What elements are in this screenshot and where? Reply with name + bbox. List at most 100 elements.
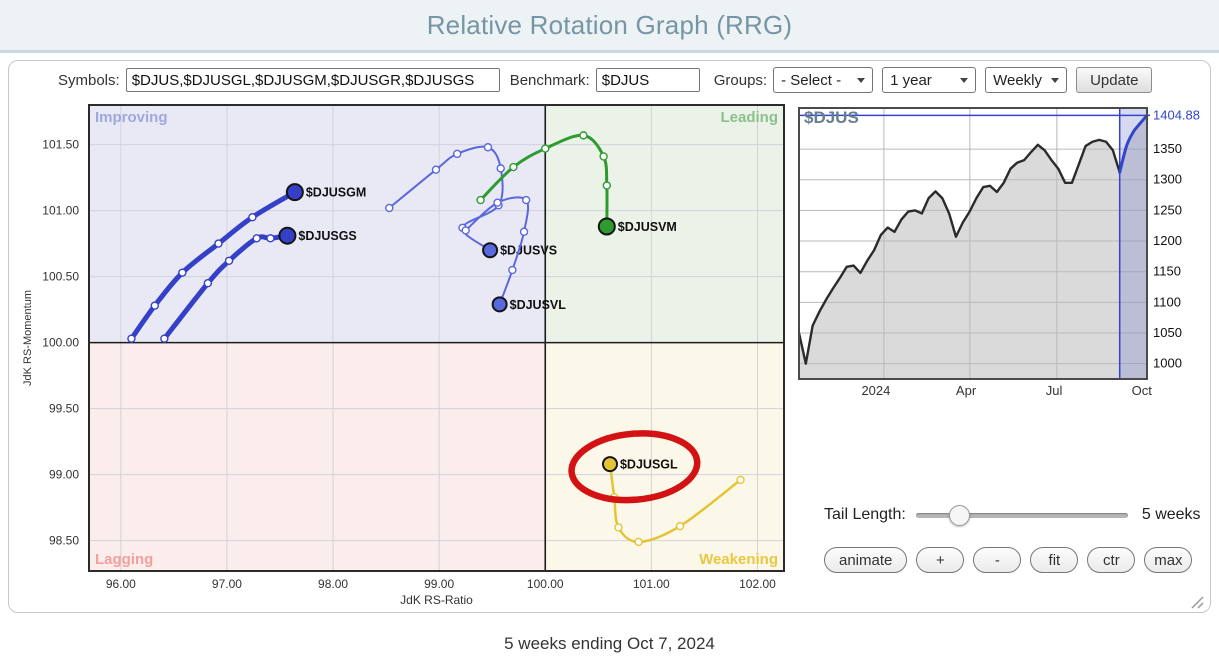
price-y-tick-label: 1250 xyxy=(1153,202,1182,217)
price-x-tick-label: Oct xyxy=(1132,383,1153,398)
price-x-tick-label: 2024 xyxy=(861,383,890,398)
quadrant-lagging xyxy=(89,342,546,571)
price-line xyxy=(797,138,1121,365)
groups-select[interactable]: - Select - xyxy=(773,67,874,93)
rrg-waypoint xyxy=(496,164,505,173)
y-tick-label: 99.00 xyxy=(49,468,79,482)
rrg-waypoint xyxy=(521,195,531,205)
rrg-waypoint xyxy=(150,301,159,310)
header: Relative Rotation Graph (RRG) xyxy=(0,0,1219,53)
price-x-tick-label: Apr xyxy=(956,383,977,398)
price-y-tick-label: 1000 xyxy=(1153,356,1182,371)
rrg-waypoint xyxy=(431,165,441,174)
slider-thumb[interactable] xyxy=(948,505,970,526)
tail-length-value: 5 weeks xyxy=(1141,506,1201,523)
price-y-tick-label: 1150 xyxy=(1153,264,1181,279)
price-y-tick-label: 1350 xyxy=(1153,141,1182,156)
slider-track[interactable] xyxy=(915,513,1128,518)
price-symbol-label: $DJUS xyxy=(804,108,859,127)
quadrant-label-leading: Leading xyxy=(720,109,778,126)
rrg-waypoint xyxy=(160,334,169,343)
chevron-down-icon xyxy=(960,77,969,83)
rrg-endpoint-$DJUSGM[interactable] xyxy=(285,183,304,202)
benchmark-label: Benchmark: xyxy=(509,71,590,89)
groups-label: Groups: xyxy=(713,71,768,89)
last-value-label: 1404.88 xyxy=(1153,107,1200,122)
rrg-endpoint-$DJUSVM[interactable] xyxy=(597,217,616,236)
benchmark-input[interactable] xyxy=(595,68,700,92)
tail-length-label: Tail Length: xyxy=(824,506,906,523)
rrg-waypoint xyxy=(483,143,493,152)
symbols-input[interactable] xyxy=(125,68,500,92)
rrg-endpoint-$DJUSGS[interactable] xyxy=(278,226,297,245)
rrg-waypoint xyxy=(509,162,518,172)
rrg-waypoint xyxy=(634,537,643,547)
price-y-tick-label: 1200 xyxy=(1153,233,1182,248)
animate-button[interactable]: animate xyxy=(824,547,908,573)
rrg-endpoint-$DJUSGL[interactable] xyxy=(601,456,618,473)
rrg-waypoint xyxy=(248,213,257,222)
y-tick-label: 98.50 xyxy=(49,534,79,548)
rrg-symbol-label: $DJUSVS xyxy=(500,244,557,258)
frequency-select-value: Weekly xyxy=(993,71,1042,89)
quadrant-label-improving: Improving xyxy=(95,109,168,126)
rrg-endpoint-$DJUSVL[interactable] xyxy=(491,296,508,313)
resize-handle-icon[interactable] xyxy=(1188,593,1204,609)
quadrant-label-weakening: Weakening xyxy=(699,551,778,568)
groups-select-value: - Select - xyxy=(781,71,842,89)
rrg-chart[interactable]: 96.00 97.00 98.00 99.00 100.00 101.00 102.00 98… xyxy=(13,96,803,612)
rrg-waypoint xyxy=(541,144,550,153)
tail-length-slider[interactable] xyxy=(915,505,1128,526)
rrg-waypoint xyxy=(266,234,275,243)
price-highlight-band xyxy=(1118,107,1148,380)
y-tick-label: 100.00 xyxy=(42,336,79,350)
page-title: Relative Rotation Graph (RRG) xyxy=(426,10,793,40)
rrg-frame xyxy=(88,104,785,572)
rrg-endpoint-$DJUSVS[interactable] xyxy=(482,242,499,259)
y-tick-label: 100.50 xyxy=(42,270,79,284)
rrg-waypoint xyxy=(252,234,261,243)
price-y-tick-label: 1050 xyxy=(1153,325,1182,340)
y-tick-label: 101.50 xyxy=(42,138,79,152)
rrg-waypoint xyxy=(214,239,223,248)
rrg-waypoint xyxy=(127,334,136,343)
zoom-in-button[interactable]: + xyxy=(916,547,965,573)
chevron-down-icon xyxy=(1051,77,1060,83)
rrg-symbol-label: $DJUSGS xyxy=(298,229,356,243)
chevron-down-icon xyxy=(857,77,866,83)
rrg-waypoint xyxy=(675,521,685,531)
period-select[interactable]: 1 year xyxy=(882,67,977,93)
rrg-waypoint xyxy=(508,265,517,275)
rrg-waypoint xyxy=(476,195,485,205)
rrg-waypoint xyxy=(203,279,213,288)
center-button[interactable]: ctr xyxy=(1087,547,1136,573)
rrg-waypoint xyxy=(493,198,502,207)
price-line-highlight xyxy=(1118,113,1149,174)
rrg-waypoint xyxy=(178,268,187,277)
rrg-symbol-label: $DJUSGM xyxy=(306,186,366,200)
update-button[interactable]: Update xyxy=(1076,67,1153,93)
zoom-out-button[interactable]: - xyxy=(973,547,1022,573)
period-select-value: 1 year xyxy=(890,71,932,89)
rrg-waypoint xyxy=(385,203,394,213)
price-y-tick-label: 1100 xyxy=(1153,294,1181,309)
x-tick-label: 100.00 xyxy=(527,577,564,591)
caption: 5 weeks ending Oct 7, 2024 xyxy=(504,634,715,653)
y-axis-title: JdK RS-Momentum xyxy=(22,290,34,386)
price-x-tick-label: Jul xyxy=(1046,383,1063,398)
rrg-waypoint xyxy=(461,226,470,235)
frequency-select[interactable]: Weekly xyxy=(985,67,1068,93)
fit-button[interactable]: fit xyxy=(1030,547,1079,573)
quadrant-label-lagging: Lagging xyxy=(95,551,153,568)
x-axis-title: JdK RS-Ratio xyxy=(400,593,473,607)
max-button[interactable]: max xyxy=(1144,547,1193,573)
rrg-waypoint xyxy=(224,256,234,265)
rrg-waypoint xyxy=(452,149,462,159)
x-tick-label: 96.00 xyxy=(106,577,136,591)
price-frame xyxy=(798,107,1148,380)
quadrant-weakening xyxy=(545,342,784,571)
price-y-tick-label: 1300 xyxy=(1153,172,1182,187)
highlight-ellipse-annotation xyxy=(568,430,701,504)
rrg-symbol-label: $DJUSGL xyxy=(620,458,678,472)
